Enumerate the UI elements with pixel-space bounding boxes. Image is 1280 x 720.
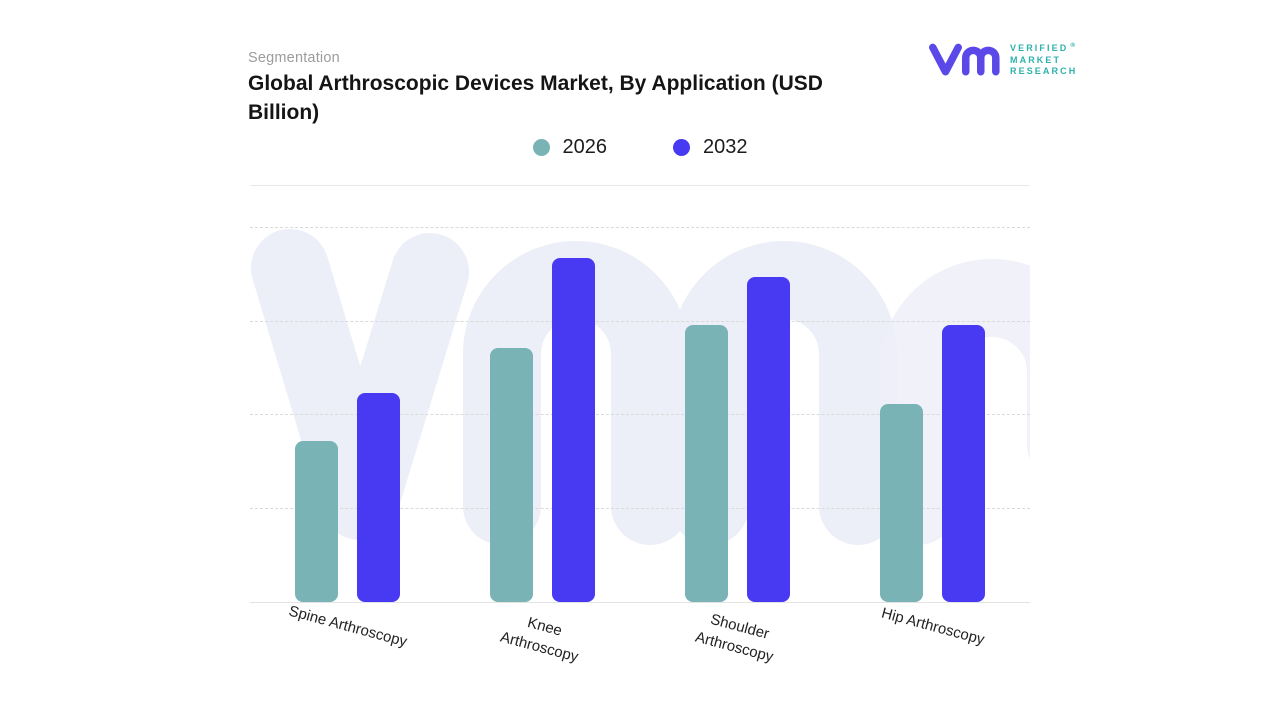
- bar-2032-spine-arthroscopy: [357, 393, 400, 602]
- legend: 2026 2032: [250, 136, 1030, 159]
- bars-container: [250, 228, 1030, 602]
- x-label-slot-knee-arthroscopy: Knee Arthroscopy: [445, 614, 640, 666]
- bar-2032-hip-arthroscopy: [942, 325, 985, 602]
- bar-group-hip-arthroscopy: [835, 228, 1030, 602]
- legend-label: 2026: [562, 136, 608, 158]
- brand-logo-text: VERIFIED ® MARKET RESEARCH: [1010, 40, 1077, 78]
- eyebrow-label: Segmentation: [248, 50, 340, 66]
- legend-swatch-2026: [532, 139, 550, 156]
- x-label-shoulder-arthroscopy: Shoulder Arthroscopy: [693, 610, 776, 666]
- logo-line-research: RESEARCH: [1010, 66, 1078, 77]
- registered-mark: ®: [1070, 42, 1076, 50]
- legend-item-2032: 2032: [673, 136, 748, 159]
- x-axis-baseline: [250, 602, 1030, 603]
- legend-label: 2032: [703, 136, 748, 158]
- bar-2026-knee-arthroscopy: [490, 348, 533, 602]
- x-label-spine-arthroscopy: Spine Arthroscopy: [286, 602, 409, 651]
- gridline-75: [250, 320, 1030, 322]
- bar-2032-knee-arthroscopy: [552, 258, 595, 602]
- gridline-50: [250, 414, 1030, 415]
- plot-area: [250, 186, 1030, 603]
- x-label-hip-arthroscopy: Hip Arthroscopy: [879, 604, 986, 649]
- gridline-25: [250, 507, 1030, 509]
- chart-title: Global Arthroscopic Devices Market, By A…: [248, 72, 823, 124]
- logo-line-market: MARKET: [1010, 54, 1062, 65]
- x-label-knee-arthroscopy: Knee Arthroscopy: [498, 614, 581, 666]
- bar-2026-hip-arthroscopy: [880, 404, 923, 602]
- legend-item-2026: 2026: [532, 136, 608, 159]
- bar-2032-shoulder-arthroscopy: [747, 277, 790, 602]
- header-divider: [250, 185, 1029, 186]
- bar-2026-spine-arthroscopy: [295, 441, 338, 602]
- x-label-slot-shoulder-arthroscopy: Shoulder Arthroscopy: [640, 611, 835, 666]
- x-label-slot-hip-arthroscopy: Hip Arthroscopy: [835, 605, 1030, 658]
- bar-group-spine-arthroscopy: [250, 228, 445, 602]
- logo-line-verified: VERIFIED: [1010, 43, 1069, 54]
- x-axis-labels: Spine Arthroscopy Knee Arthroscopy Shoulder…: [250, 603, 1030, 666]
- vmr-monogram-icon: [929, 43, 1000, 76]
- brand-logo: VERIFIED ® MARKET RESEARCH: [927, 40, 1077, 78]
- x-label-slot-spine-arthroscopy: Spine Arthroscopy: [250, 603, 445, 658]
- gridline-100: [250, 227, 1030, 228]
- legend-swatch-2032: [673, 139, 690, 156]
- bar-group-knee-arthroscopy: [445, 228, 640, 602]
- bar-2026-shoulder-arthroscopy: [685, 325, 728, 602]
- bar-group-shoulder-arthroscopy: [640, 228, 835, 602]
